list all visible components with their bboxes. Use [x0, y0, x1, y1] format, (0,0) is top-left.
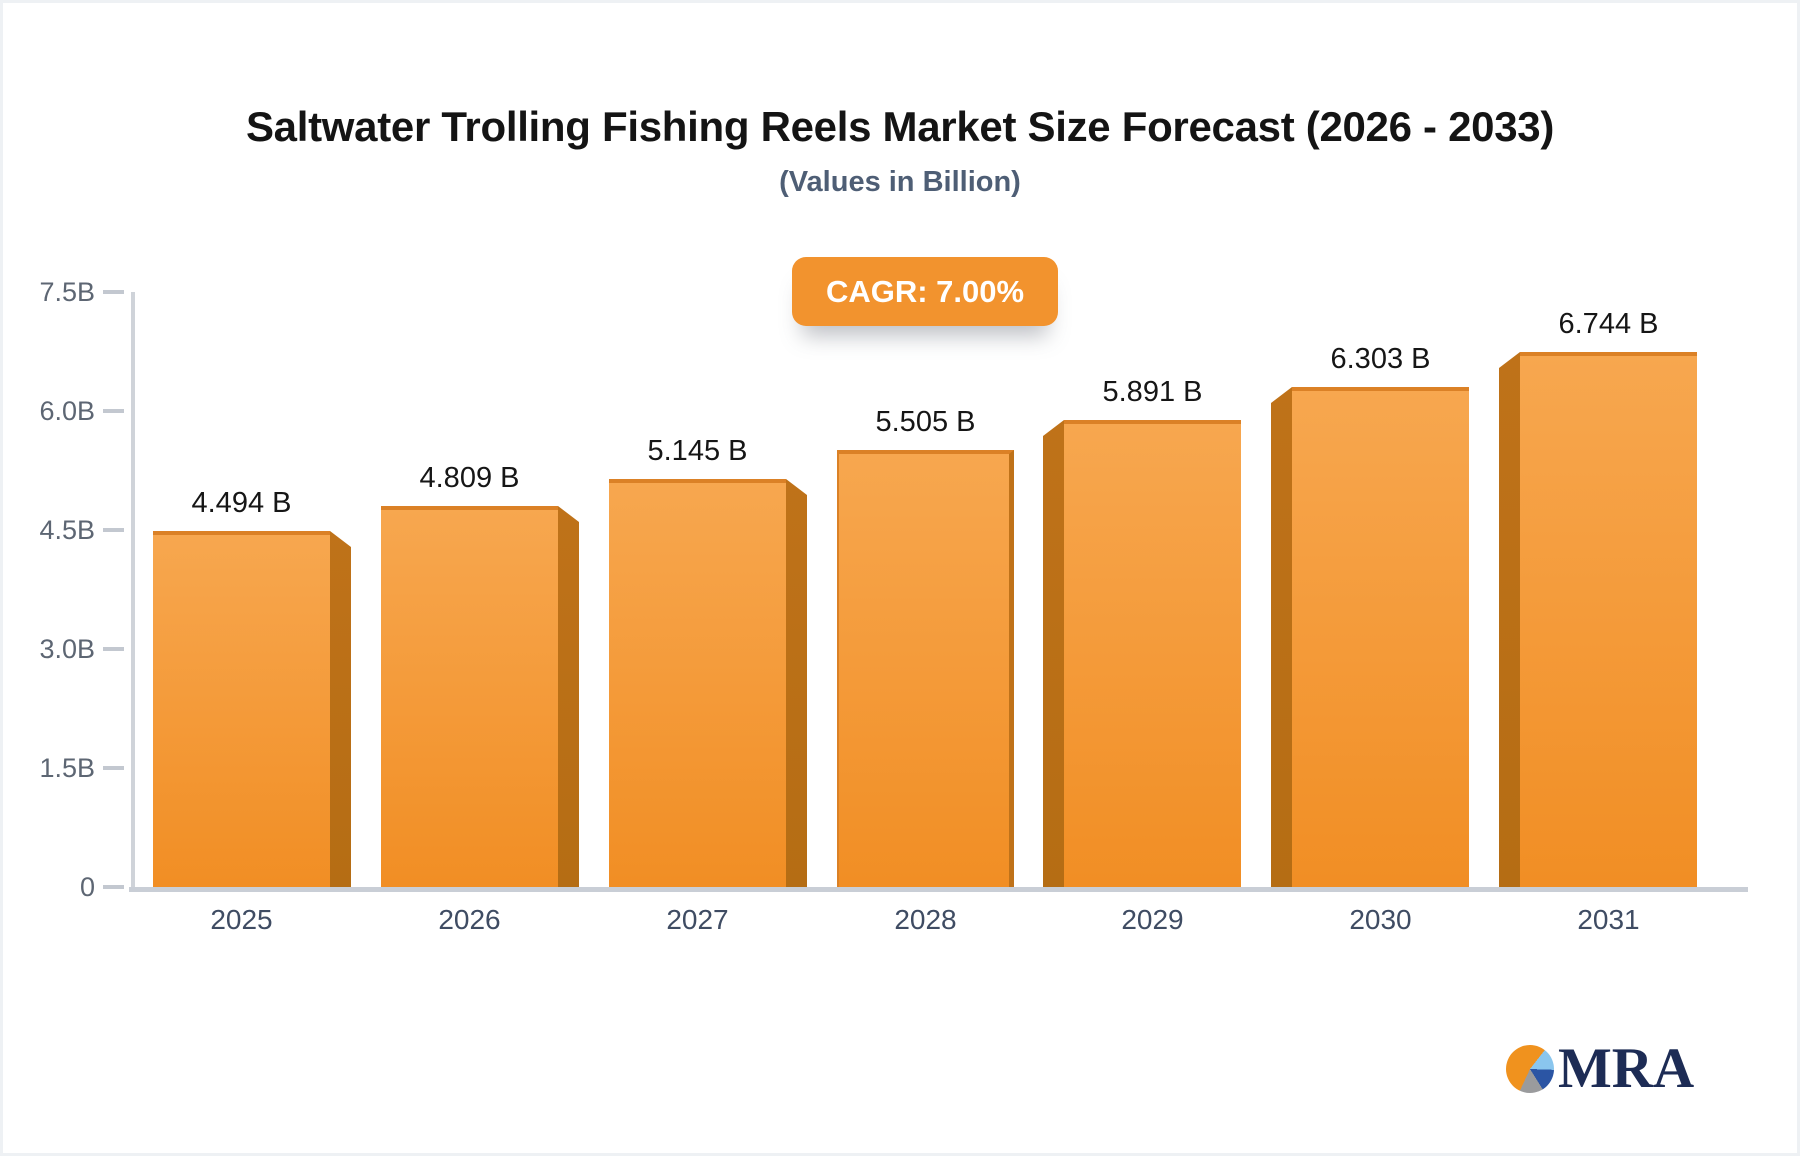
bar-value-label: 4.494 B — [191, 487, 292, 519]
brand-logo-text: MRA — [1558, 1037, 1695, 1100]
bar-2031 — [1520, 352, 1697, 887]
pie-chart-logo-icon — [1506, 1045, 1554, 1093]
bar-2027 — [609, 479, 786, 887]
x-axis-year-label: 2026 — [438, 904, 501, 935]
x-axis-year-label: 2031 — [1577, 904, 1640, 935]
bar-2030 — [1292, 387, 1469, 887]
bar-2029 — [1064, 420, 1241, 887]
x-axis-year-label: 2025 — [210, 904, 273, 935]
bar-value-label: 5.145 B — [647, 435, 748, 467]
y-tick-label: 3.0B — [39, 634, 95, 665]
bar-side-face — [1043, 420, 1064, 887]
y-tick-label: 6.0B — [39, 396, 95, 427]
x-axis-line — [129, 887, 1748, 892]
bar-value-label: 4.809 B — [419, 462, 520, 494]
bar-value-label: 5.891 B — [1102, 376, 1203, 408]
bar-value-label: 6.303 B — [1330, 343, 1431, 375]
bar-side-face — [558, 506, 579, 887]
y-tick-mark — [103, 766, 124, 771]
bar-2028 — [837, 450, 1014, 887]
bar-side-face — [786, 479, 807, 887]
cagr-badge: CAGR: 7.00% — [792, 257, 1058, 326]
brand-logo: MRA — [1506, 1037, 1695, 1100]
bar-2025 — [153, 531, 330, 887]
bar-value-label: 6.744 B — [1558, 308, 1659, 340]
x-axis-year-label: 2029 — [1121, 904, 1184, 935]
y-tick-mark — [103, 647, 124, 652]
bar-value-label: 5.505 B — [875, 406, 976, 438]
y-tick-mark — [103, 409, 124, 414]
bar-side-face — [1499, 352, 1520, 887]
x-axis-year-label: 2030 — [1349, 904, 1412, 935]
y-tick-mark — [103, 885, 124, 889]
bar-side-face — [330, 531, 351, 887]
chart-subtitle: (Values in Billion) — [779, 166, 1021, 198]
chart-title: Saltwater Trolling Fishing Reels Market … — [245, 103, 1555, 150]
y-tick-label: 1.5B — [39, 753, 95, 784]
y-tick-label: 4.5B — [39, 515, 95, 546]
bar-side-face — [1271, 387, 1292, 887]
y-axis-line — [131, 292, 135, 889]
bar-2026 — [381, 506, 558, 887]
y-tick-label: 7.5B — [39, 277, 95, 308]
y-tick-mark — [103, 290, 124, 295]
y-tick-mark — [103, 528, 124, 533]
y-tick-label: 0 — [79, 872, 95, 902]
x-axis-year-label: 2028 — [894, 904, 957, 935]
x-axis-year-label: 2027 — [666, 904, 729, 935]
